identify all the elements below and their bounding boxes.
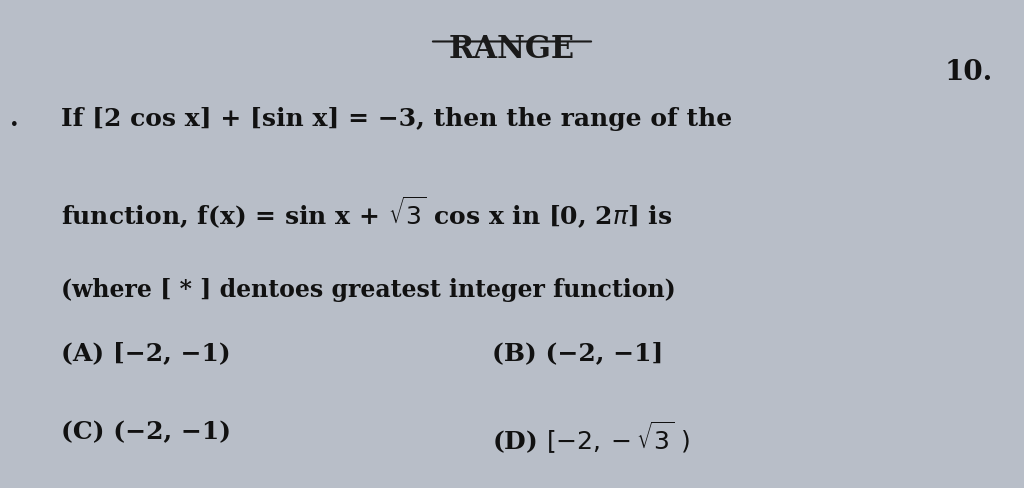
Text: .: . [10, 107, 18, 131]
Text: If [2 cos x] + [sin x] = −3, then the range of the: If [2 cos x] + [sin x] = −3, then the ra… [61, 107, 733, 131]
Text: (D) $[-2, -\sqrt{3}\ )$: (D) $[-2, -\sqrt{3}\ )$ [492, 420, 690, 456]
Text: (C) (−2, −1): (C) (−2, −1) [61, 420, 231, 444]
Text: (A) [−2, −1): (A) [−2, −1) [61, 342, 231, 366]
Text: RANGE: RANGE [449, 34, 575, 65]
Text: (B) (−2, −1]: (B) (−2, −1] [492, 342, 663, 366]
Text: 10.: 10. [945, 59, 993, 85]
Text: function, f(x) = sin x + $\sqrt{3}$ cos x in [0, 2$\pi$] is: function, f(x) = sin x + $\sqrt{3}$ cos … [61, 195, 673, 231]
Text: (where [ * ] dentoes greatest integer function): (where [ * ] dentoes greatest integer fu… [61, 278, 676, 302]
